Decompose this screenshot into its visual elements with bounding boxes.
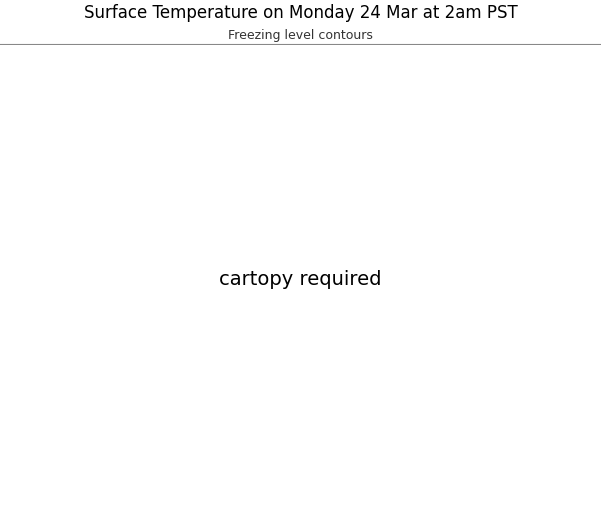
Text: cartopy required: cartopy required (219, 270, 382, 289)
Text: Surface Temperature on Monday 24 Mar at 2am PST: Surface Temperature on Monday 24 Mar at … (84, 4, 517, 22)
Text: Freezing level contours: Freezing level contours (228, 29, 373, 42)
